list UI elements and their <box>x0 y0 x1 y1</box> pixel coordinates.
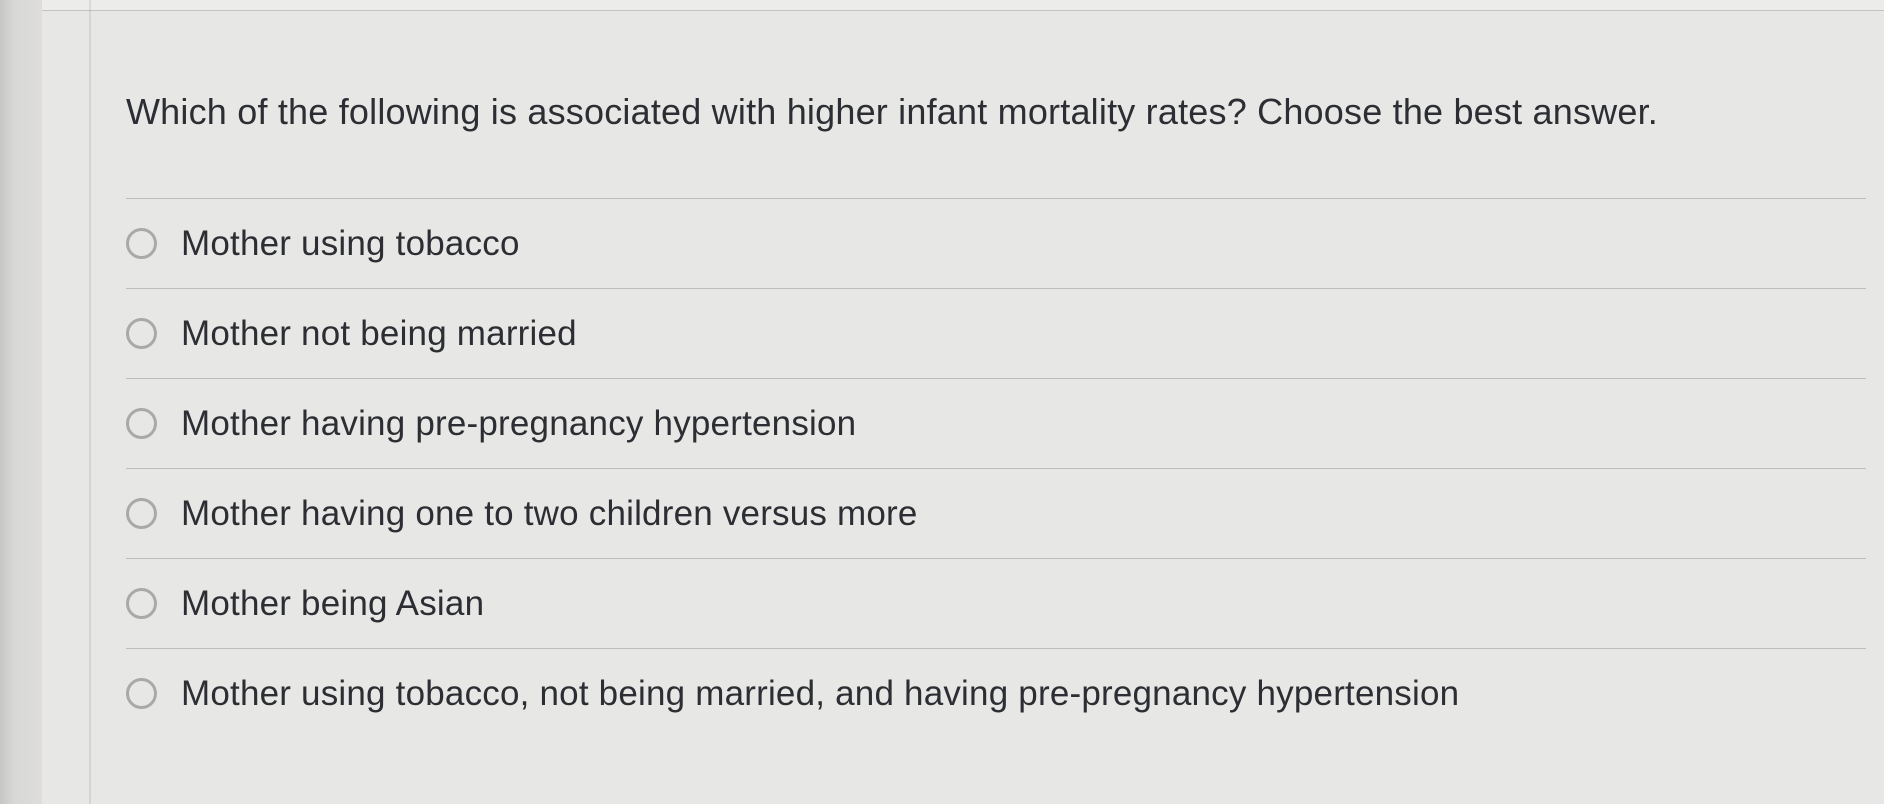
answer-option-label: Mother having one to two children versus… <box>181 493 918 533</box>
radio-button-icon[interactable] <box>126 228 157 259</box>
answer-option[interactable]: Mother using tobacco <box>126 198 1866 288</box>
answer-option[interactable]: Mother using tobacco, not being married,… <box>126 648 1866 738</box>
answer-option-label: Mother being Asian <box>181 583 485 623</box>
answer-option[interactable]: Mother having pre-pregnancy hypertension <box>126 378 1866 468</box>
radio-button-icon[interactable] <box>126 588 157 619</box>
screen-top-edge <box>0 0 1884 11</box>
question-text: Which of the following is associated wit… <box>126 91 1658 132</box>
answer-option[interactable]: Mother being Asian <box>126 558 1866 648</box>
answer-option-label: Mother having pre-pregnancy hypertension <box>181 403 857 443</box>
radio-button-icon[interactable] <box>126 498 157 529</box>
screen-left-edge <box>0 0 42 804</box>
radio-button-icon[interactable] <box>126 678 157 709</box>
radio-button-icon[interactable] <box>126 318 157 349</box>
answer-option-label: Mother using tobacco, not being married,… <box>181 673 1460 713</box>
answer-option[interactable]: Mother having one to two children versus… <box>126 468 1866 558</box>
answer-option-label: Mother using tobacco <box>181 223 520 263</box>
question-panel: Which of the following is associated wit… <box>126 0 1866 738</box>
answer-options-list: Mother using tobacco Mother not being ma… <box>126 198 1866 738</box>
radio-button-icon[interactable] <box>126 408 157 439</box>
left-vertical-rule <box>89 0 91 804</box>
answer-option-label: Mother not being married <box>181 313 577 353</box>
answer-option[interactable]: Mother not being married <box>126 288 1866 378</box>
